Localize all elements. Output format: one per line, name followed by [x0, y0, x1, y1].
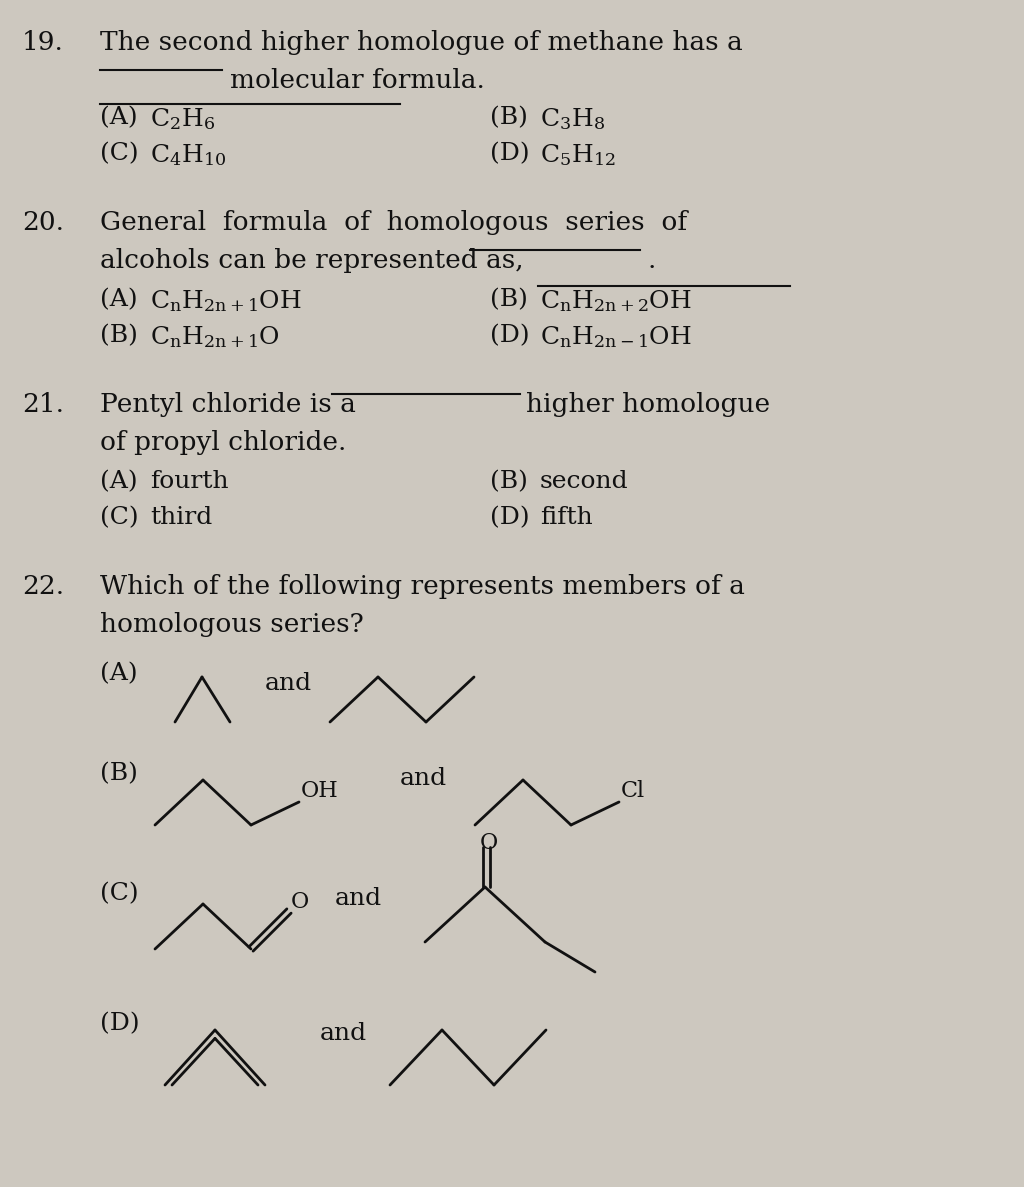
Text: (B): (B)	[100, 324, 138, 347]
Text: (A): (A)	[100, 470, 137, 493]
Text: .: .	[648, 248, 656, 273]
Text: 20.: 20.	[22, 210, 63, 235]
Text: (A): (A)	[100, 106, 137, 129]
Text: second: second	[540, 470, 629, 493]
Text: higher homologue: higher homologue	[526, 392, 770, 417]
Text: and: and	[400, 767, 447, 791]
Text: and: and	[319, 1022, 368, 1045]
Text: $\mathregular{C_nH_{2n+1}OH}$: $\mathregular{C_nH_{2n+1}OH}$	[150, 288, 302, 313]
Text: (D): (D)	[490, 324, 529, 347]
Text: fifth: fifth	[540, 506, 593, 529]
Text: 21.: 21.	[22, 392, 63, 417]
Text: The second higher homologue of methane has a: The second higher homologue of methane h…	[100, 30, 742, 55]
Text: third: third	[150, 506, 212, 529]
Text: OH: OH	[301, 780, 339, 802]
Text: $\mathregular{C_nH_{2n+2}OH}$: $\mathregular{C_nH_{2n+2}OH}$	[540, 288, 692, 313]
Text: $\mathregular{C_nH_{2n-1}OH}$: $\mathregular{C_nH_{2n-1}OH}$	[540, 324, 692, 350]
Text: and: and	[265, 672, 312, 696]
Text: $\mathregular{C_nH_{2n+1}O}$: $\mathregular{C_nH_{2n+1}O}$	[150, 324, 280, 350]
Text: General  formula  of  homologous  series  of: General formula of homologous series of	[100, 210, 687, 235]
Text: Cl: Cl	[621, 780, 645, 802]
Text: (C): (C)	[100, 882, 138, 904]
Text: (C): (C)	[100, 142, 138, 165]
Text: Pentyl chloride is a: Pentyl chloride is a	[100, 392, 356, 417]
Text: (D): (D)	[100, 1013, 139, 1035]
Text: $\mathregular{C_5H_{12}}$: $\mathregular{C_5H_{12}}$	[540, 142, 615, 167]
Text: (B): (B)	[100, 762, 138, 785]
Text: 22.: 22.	[22, 575, 65, 599]
Text: fourth: fourth	[150, 470, 228, 493]
Text: (A): (A)	[100, 662, 137, 685]
Text: $\mathregular{C_3H_8}$: $\mathregular{C_3H_8}$	[540, 106, 605, 132]
Text: (B): (B)	[490, 470, 528, 493]
Text: (B): (B)	[490, 106, 528, 129]
Text: homologous series?: homologous series?	[100, 612, 364, 637]
Text: (C): (C)	[100, 506, 138, 529]
Text: 19.: 19.	[22, 30, 63, 55]
Text: Which of the following represents members of a: Which of the following represents member…	[100, 575, 744, 599]
Text: (D): (D)	[490, 142, 529, 165]
Text: molecular formula.: molecular formula.	[230, 68, 485, 93]
Text: (B): (B)	[490, 288, 528, 311]
Text: (A): (A)	[100, 288, 137, 311]
Text: of propyl chloride.: of propyl chloride.	[100, 430, 346, 455]
Text: alcohols can be represented as,: alcohols can be represented as,	[100, 248, 523, 273]
Text: (D): (D)	[490, 506, 529, 529]
Text: $\mathregular{C_4H_{10}}$: $\mathregular{C_4H_{10}}$	[150, 142, 226, 167]
Text: O: O	[480, 832, 499, 853]
Text: and: and	[335, 887, 382, 910]
Text: O: O	[291, 891, 309, 913]
Text: $\mathregular{C_2H_6}$: $\mathregular{C_2H_6}$	[150, 106, 215, 132]
